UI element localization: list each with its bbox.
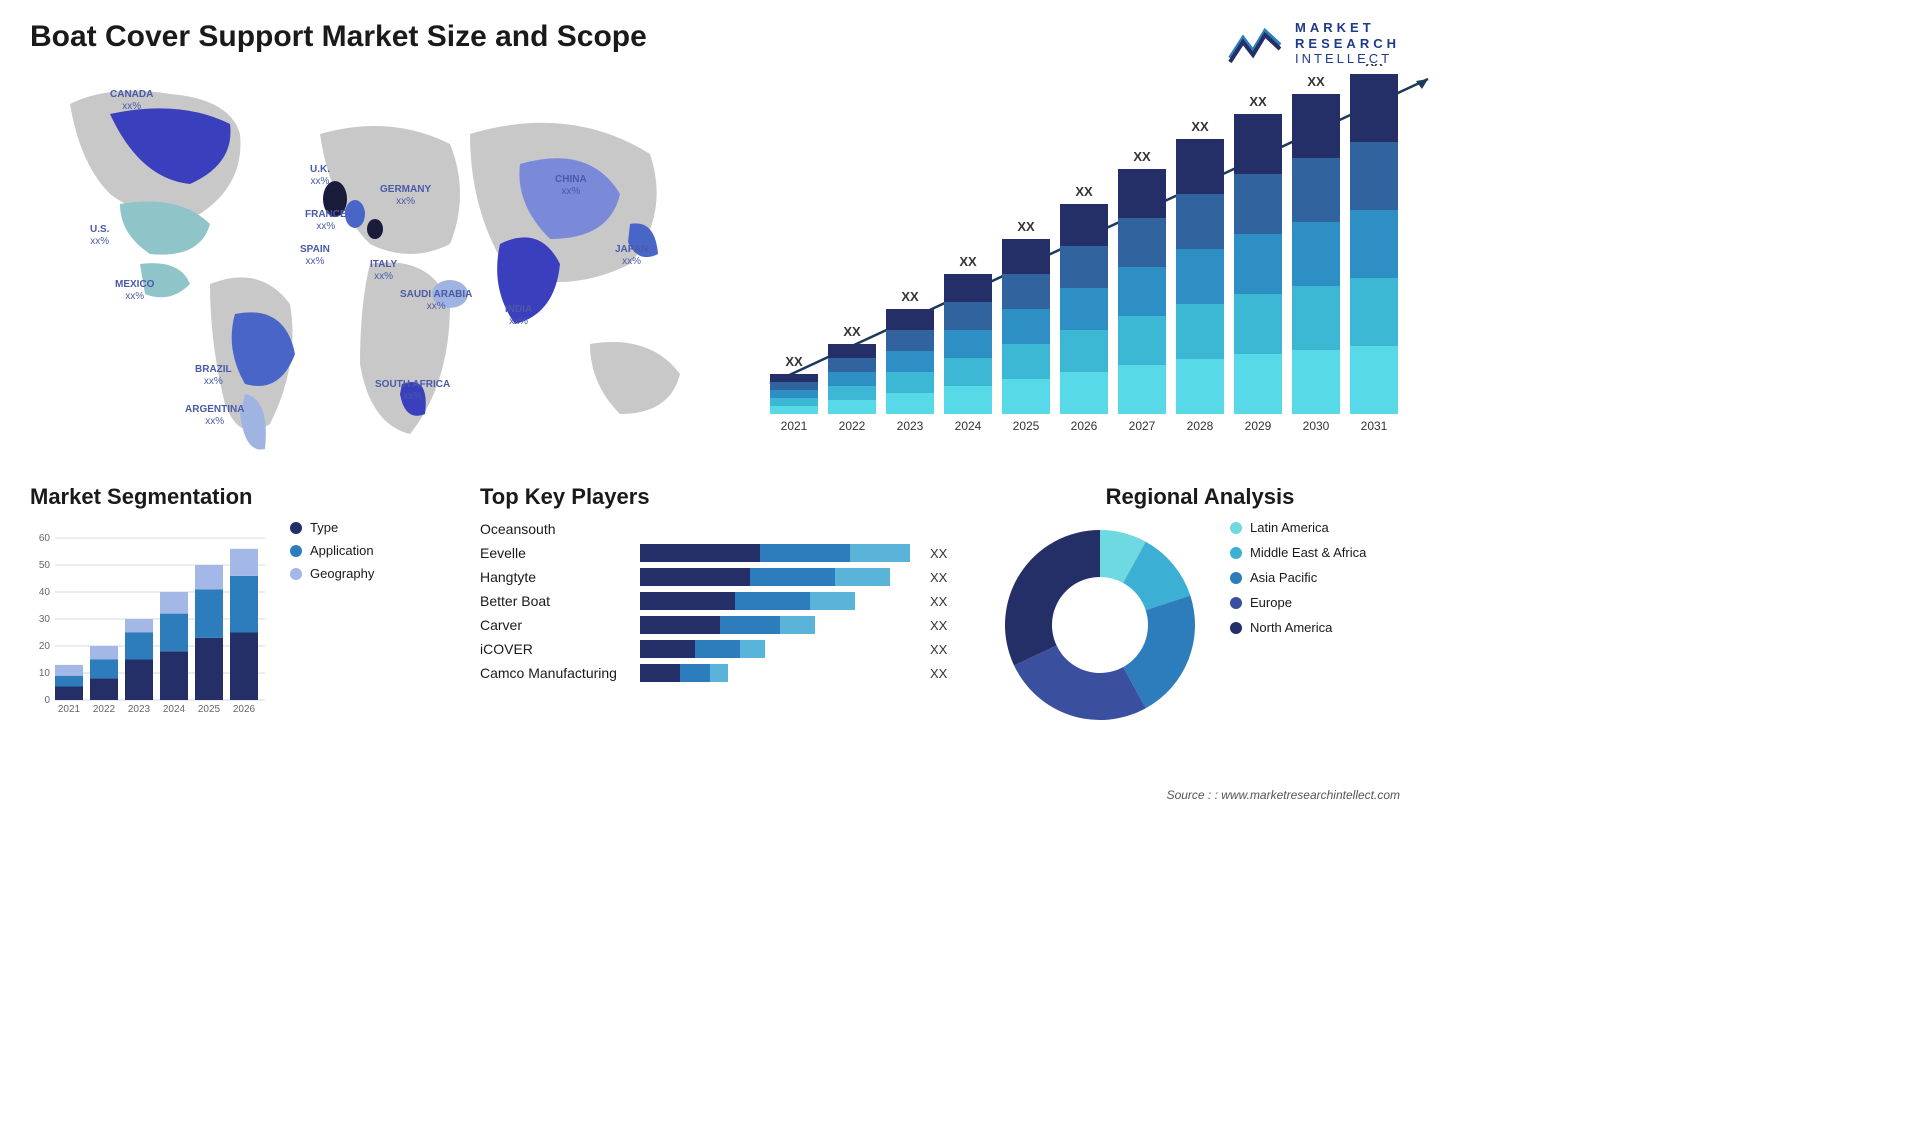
country-label: MEXICOxx% (115, 279, 154, 303)
logo-icon (1225, 23, 1285, 63)
svg-text:2023: 2023 (897, 419, 924, 433)
svg-text:XX: XX (1017, 219, 1035, 234)
player-row: Oceansouth (480, 520, 960, 538)
svg-text:XX: XX (1075, 184, 1093, 199)
svg-text:2025: 2025 (1013, 419, 1040, 433)
regional-legend-item: Middle East & Africa (1230, 545, 1366, 560)
svg-text:XX: XX (1133, 149, 1151, 164)
svg-text:XX: XX (843, 324, 861, 339)
regional-legend-item: Europe (1230, 595, 1366, 610)
player-row: Eevelle XX (480, 544, 960, 562)
svg-text:XX: XX (1365, 64, 1383, 69)
country-label: ITALYxx% (370, 259, 397, 283)
main-bar-chart: XX 2021 XX 2022 XX 2023 XX 2024 XX 2025 XX 2026 XX 20… (750, 64, 1430, 444)
logo: MARKET RESEARCH INTELLECT (1225, 20, 1400, 67)
svg-text:40: 40 (39, 587, 51, 598)
svg-text:XX: XX (901, 289, 919, 304)
country-label: JAPANxx% (615, 244, 648, 268)
regional-title: Regional Analysis (990, 484, 1410, 510)
player-row: iCOVER XX (480, 640, 960, 658)
svg-text:20: 20 (39, 641, 51, 652)
country-label: SOUTH AFRICAxx% (375, 379, 450, 403)
svg-text:2021: 2021 (58, 704, 81, 715)
svg-text:10: 10 (39, 668, 51, 679)
regional-legend-item: Asia Pacific (1230, 570, 1366, 585)
logo-line1: MARKET (1295, 20, 1400, 36)
svg-text:0: 0 (44, 695, 50, 706)
player-row: Camco Manufacturing XX (480, 664, 960, 682)
svg-text:50: 50 (39, 560, 51, 571)
regional-legend-item: North America (1230, 620, 1366, 635)
svg-text:2028: 2028 (1187, 419, 1214, 433)
player-row: Better Boat XX (480, 592, 960, 610)
country-label: INDIAxx% (505, 304, 532, 328)
svg-text:30: 30 (39, 614, 51, 625)
seg-legend-item: Type (290, 520, 374, 535)
country-label: SPAINxx% (300, 244, 330, 268)
svg-text:XX: XX (959, 254, 977, 269)
svg-text:2030: 2030 (1303, 419, 1330, 433)
svg-text:XX: XX (1307, 74, 1325, 89)
regional-legend-item: Latin America (1230, 520, 1366, 535)
svg-text:60: 60 (39, 533, 51, 544)
world-map: CANADAxx% U.S.xx% MEXICOxx% BRAZILxx% ARGENT… (30, 64, 710, 464)
country-label: CHINAxx% (555, 174, 587, 198)
players-title: Top Key Players (480, 484, 960, 510)
country-label: U.S.xx% (90, 224, 109, 248)
player-row: Hangtyte XX (480, 568, 960, 586)
svg-text:2026: 2026 (233, 704, 256, 715)
country-label: BRAZILxx% (195, 364, 232, 388)
svg-text:XX: XX (1191, 119, 1209, 134)
svg-text:2029: 2029 (1245, 419, 1272, 433)
country-label: ARGENTINAxx% (185, 404, 244, 428)
logo-line2: RESEARCH (1295, 36, 1400, 52)
player-row: Carver XX (480, 616, 960, 634)
svg-text:2026: 2026 (1071, 419, 1098, 433)
page-title: Boat Cover Support Market Size and Scope (30, 20, 1410, 54)
country-label: CANADAxx% (110, 89, 153, 113)
svg-text:2031: 2031 (1361, 419, 1388, 433)
svg-text:2022: 2022 (93, 704, 116, 715)
country-label: FRANCExx% (305, 209, 347, 233)
svg-text:XX: XX (785, 354, 803, 369)
svg-text:2024: 2024 (955, 419, 982, 433)
svg-text:2023: 2023 (128, 704, 151, 715)
svg-text:2027: 2027 (1129, 419, 1156, 433)
regional-donut (990, 520, 1210, 730)
seg-legend-item: Application (290, 543, 374, 558)
segmentation-chart: 0 10 20 30 40 50 60 2021 2022 2023 2024 2025 2026 (30, 520, 270, 720)
svg-text:2021: 2021 (781, 419, 808, 433)
svg-text:XX: XX (1249, 94, 1267, 109)
seg-legend-item: Geography (290, 566, 374, 581)
svg-text:2024: 2024 (163, 704, 186, 715)
svg-text:2025: 2025 (198, 704, 221, 715)
source-text: Source : : www.marketresearchintellect.c… (1167, 788, 1400, 802)
country-label: GERMANYxx% (380, 184, 431, 208)
country-label: U.K.xx% (310, 164, 330, 188)
svg-text:2022: 2022 (839, 419, 866, 433)
segmentation-title: Market Segmentation (30, 484, 450, 510)
country-label: SAUDI ARABIAxx% (400, 289, 472, 313)
